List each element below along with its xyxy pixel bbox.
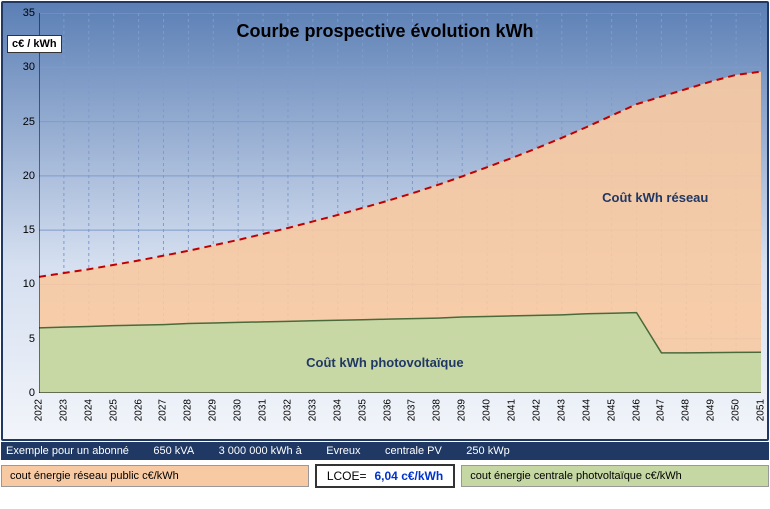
x-tick-label: 2029 xyxy=(208,399,219,421)
legend-row: cout énergie réseau public c€/kWh LCOE= … xyxy=(1,464,769,488)
x-tick-label: 2030 xyxy=(233,399,244,421)
x-tick-label: 2038 xyxy=(432,399,443,421)
x-tick-label: 2035 xyxy=(357,399,368,421)
x-tick-label: 2046 xyxy=(631,399,642,421)
x-tick-label: 2040 xyxy=(482,399,493,421)
x-tick-label: 2050 xyxy=(731,399,742,421)
y-tick-label: 0 xyxy=(29,387,35,399)
y-tick-label: 15 xyxy=(23,224,35,236)
info-bar-part: centrale PV xyxy=(385,445,442,457)
x-tick-label: 2036 xyxy=(382,399,393,421)
x-tick-label: 2048 xyxy=(681,399,692,421)
lcoe-label: LCOE= xyxy=(327,469,367,483)
y-axis-unit-label: c€ / kWh xyxy=(7,35,62,53)
annotation-reseau: Coût kWh réseau xyxy=(602,190,708,205)
x-tick-label: 2042 xyxy=(531,399,542,421)
lcoe-box: LCOE= 6,04 c€/kWh xyxy=(315,464,455,488)
plot-area: Coût kWh réseau Coût kWh photovoltaïque xyxy=(39,13,761,393)
x-tick-label: 2043 xyxy=(556,399,567,421)
x-tick-label: 2037 xyxy=(407,399,418,421)
x-tick-label: 2039 xyxy=(457,399,468,421)
x-tick-label: 2032 xyxy=(282,399,293,421)
x-tick-label: 2023 xyxy=(58,399,69,421)
info-bar: Exemple pour un abonné 650 kVA 3 000 000… xyxy=(1,442,769,460)
chart-frame: Courbe prospective évolution kWh c€ / kW… xyxy=(1,1,769,441)
y-tick-label: 35 xyxy=(23,7,35,19)
x-tick-label: 2049 xyxy=(706,399,717,421)
x-tick-label: 2051 xyxy=(756,399,767,421)
x-tick-label: 2047 xyxy=(656,399,667,421)
legend-pv-label: cout énergie centrale photvoltaïque c€/k… xyxy=(470,470,682,482)
x-tick-label: 2031 xyxy=(258,399,269,421)
x-tick-label: 2034 xyxy=(332,399,343,421)
info-bar-part: 3 000 000 kWh à xyxy=(219,445,302,457)
x-tick-label: 2027 xyxy=(158,399,169,421)
info-bar-part: Exemple pour un abonné xyxy=(6,445,129,457)
y-tick-label: 25 xyxy=(23,116,35,128)
x-tick-label: 2044 xyxy=(581,399,592,421)
x-tick-label: 2026 xyxy=(133,399,144,421)
y-tick-label: 30 xyxy=(23,61,35,73)
x-tick-label: 2033 xyxy=(307,399,318,421)
legend-reseau: cout énergie réseau public c€/kWh xyxy=(1,465,309,487)
legend-pv: cout énergie centrale photvoltaïque c€/k… xyxy=(461,465,769,487)
x-tick-label: 2022 xyxy=(34,399,45,421)
x-tick-label: 2041 xyxy=(507,399,518,421)
legend-reseau-label: cout énergie réseau public c€/kWh xyxy=(10,470,179,482)
info-bar-part: Evreux xyxy=(326,445,360,457)
chart-title: Courbe prospective évolution kWh xyxy=(3,21,767,42)
annotation-pv: Coût kWh photovoltaïque xyxy=(306,355,463,370)
info-bar-part: 250 kWp xyxy=(466,445,509,457)
x-axis-ticks: 2022202320242025202620272028202920302031… xyxy=(39,397,761,441)
x-tick-label: 2025 xyxy=(108,399,119,421)
lcoe-value: 6,04 c€/kWh xyxy=(375,469,444,483)
y-tick-label: 10 xyxy=(23,278,35,290)
x-tick-label: 2045 xyxy=(606,399,617,421)
info-bar-part: 650 kVA xyxy=(153,445,194,457)
y-axis-ticks: 05101520253035 xyxy=(3,13,39,393)
x-tick-label: 2028 xyxy=(183,399,194,421)
x-tick-label: 2024 xyxy=(83,399,94,421)
y-tick-label: 5 xyxy=(29,333,35,345)
y-tick-label: 20 xyxy=(23,170,35,182)
